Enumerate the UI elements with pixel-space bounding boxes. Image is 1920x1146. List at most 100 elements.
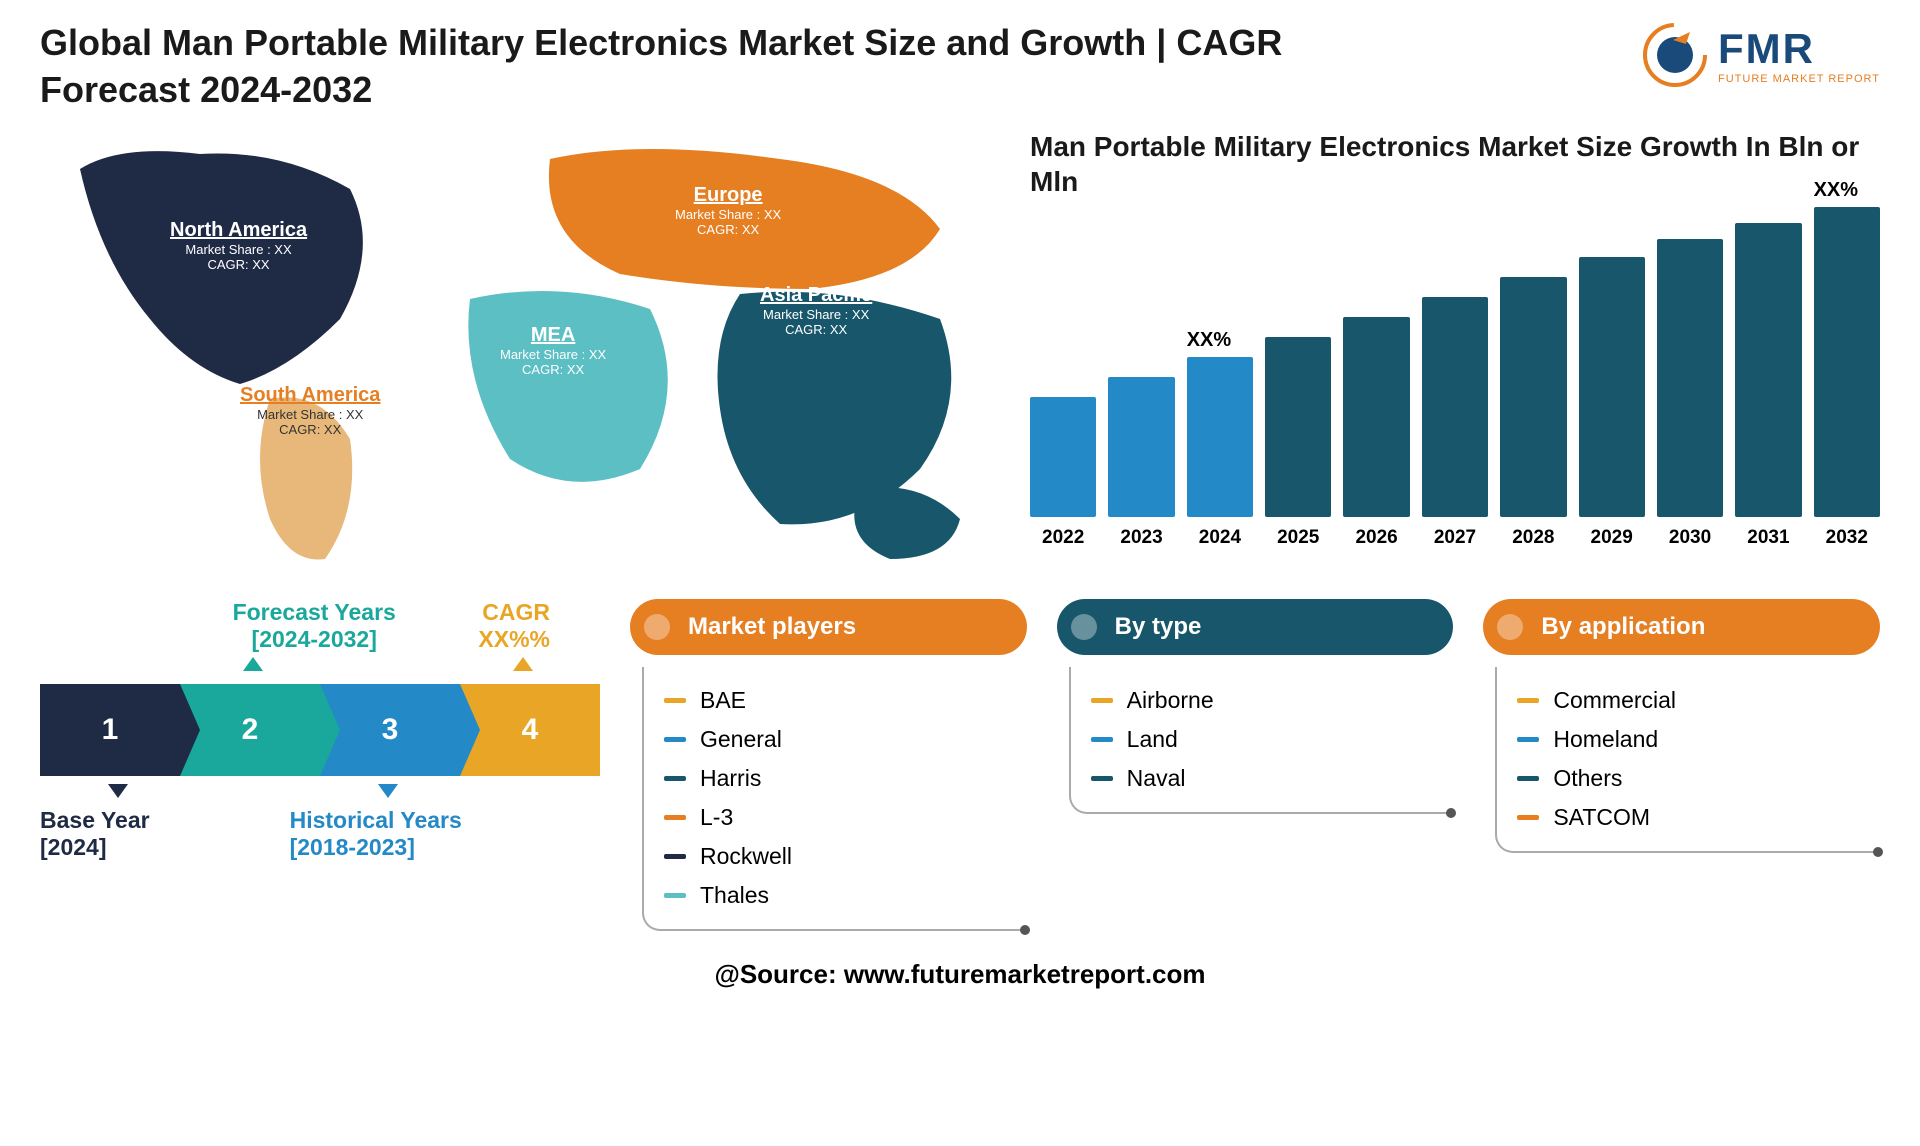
market-players-list: BAE General Harris L-3 Rockwell Thales <box>642 667 1027 931</box>
cagr-label: CAGRXX%% <box>478 599 550 653</box>
bar-label: 2028 <box>1512 527 1554 549</box>
bar <box>1343 317 1409 517</box>
list-item-label: General <box>700 726 782 753</box>
tick-icon <box>664 893 686 898</box>
by-application-pill: By application <box>1483 599 1880 655</box>
chart-title: Man Portable Military Electronics Market… <box>1030 129 1880 199</box>
bar-callout: XX% <box>1187 329 1231 352</box>
timeline: Forecast Years[2024-2032] CAGRXX%% 1 2 3… <box>40 599 600 861</box>
list-item-label: Naval <box>1127 765 1186 792</box>
region-ap-name: Asia Pacific <box>760 284 872 307</box>
list-item-label: Rockwell <box>700 843 792 870</box>
arrow-down-icon <box>108 784 128 798</box>
logo-tagline: FUTURE MARKET REPORT <box>1718 73 1880 85</box>
bar-label: 2030 <box>1669 527 1711 549</box>
list-item: Harris <box>664 759 1019 798</box>
list-item: General <box>664 720 1019 759</box>
logo: FMR FUTURE MARKET REPORT <box>1640 20 1880 90</box>
bar <box>1265 337 1331 517</box>
bar-item: 2031 <box>1735 223 1801 549</box>
bar-item: 2023 <box>1108 377 1174 549</box>
bar-item: 2025 <box>1265 337 1331 549</box>
bar-label: 2024 <box>1199 527 1241 549</box>
list-item: Naval <box>1091 759 1446 798</box>
bar <box>1657 239 1723 517</box>
region-mea-cagr: CAGR: XX <box>500 362 606 377</box>
bar-item: 2029 <box>1579 257 1645 549</box>
bar-item: XX% 2032 <box>1814 207 1880 549</box>
market-players-col: Market players BAE General Harris L-3 Rockwe… <box>630 599 1027 931</box>
list-item-label: BAE <box>700 687 746 714</box>
tick-icon <box>664 737 686 742</box>
region-eu-cagr: CAGR: XX <box>675 222 781 237</box>
tick-icon <box>1517 737 1539 742</box>
forecast-label: Forecast Years[2024-2032] <box>233 599 396 653</box>
list-item-label: Others <box>1553 765 1622 792</box>
region-ap-cagr: CAGR: XX <box>760 322 872 337</box>
tick-icon <box>664 776 686 781</box>
bar <box>1030 397 1096 517</box>
list-item: Rockwell <box>664 837 1019 876</box>
list-item: Homeland <box>1517 720 1872 759</box>
bar-item: 2030 <box>1657 239 1723 549</box>
region-na-share: Market Share : XX <box>170 242 307 257</box>
source-attribution: @Source: www.futuremarketreport.com <box>40 959 1880 990</box>
region-mea-share: Market Share : XX <box>500 347 606 362</box>
bar: XX% <box>1814 207 1880 517</box>
by-type-col: By type AirborneLandNaval <box>1057 599 1454 931</box>
list-item-label: SATCOM <box>1553 804 1650 831</box>
by-application-col: By application Commercial Homeland Others S… <box>1483 599 1880 931</box>
tick-icon <box>1091 737 1113 742</box>
bar-label: 2027 <box>1434 527 1476 549</box>
timeline-seg-4: 4 <box>460 684 600 776</box>
timeline-bar: 1 2 3 4 <box>40 684 600 776</box>
region-na-cagr: CAGR: XX <box>170 257 307 272</box>
market-players-pill: Market players <box>630 599 1027 655</box>
bar <box>1735 223 1801 517</box>
list-item-label: Commercial <box>1553 687 1676 714</box>
bar-label: 2025 <box>1277 527 1319 549</box>
bar <box>1422 297 1488 517</box>
timeline-seg-1: 1 <box>40 684 180 776</box>
tick-icon <box>664 854 686 859</box>
bar: XX% <box>1187 357 1253 517</box>
bar-label: 2026 <box>1355 527 1397 549</box>
list-item: Land <box>1091 720 1446 759</box>
by-type-list: Airborne Land Naval <box>1069 667 1454 814</box>
list-item-label: L-3 <box>700 804 733 831</box>
list-item-label: Homeland <box>1553 726 1658 753</box>
region-sa-name: South America <box>240 384 380 407</box>
timeline-seg-3: 3 <box>320 684 460 776</box>
region-sa-share: Market Share : XX <box>240 407 380 422</box>
tick-icon <box>1091 776 1113 781</box>
list-item-label: Airborne <box>1127 687 1214 714</box>
arrow-up-icon <box>513 657 533 671</box>
bar-callout: XX% <box>1814 179 1858 202</box>
region-eu-name: Europe <box>675 184 781 207</box>
list-item-label: Harris <box>700 765 761 792</box>
bar <box>1500 277 1566 517</box>
list-item: Commercial <box>1517 681 1872 720</box>
list-item: SATCOM <box>1517 798 1872 837</box>
bar-container: 20222023XX%20242025202620272028202920302… <box>1030 209 1880 549</box>
arrow-up-icon <box>243 657 263 671</box>
list-item: Airborne <box>1091 681 1446 720</box>
list-item-label: Thales <box>700 882 769 909</box>
world-map: North America Market Share : XX CAGR: XX… <box>40 129 990 569</box>
bar-item: 2027 <box>1422 297 1488 549</box>
list-item: Thales <box>664 876 1019 915</box>
growth-chart: Man Portable Military Electronics Market… <box>1030 129 1880 569</box>
bar-label: 2032 <box>1826 527 1868 549</box>
bar-label: 2022 <box>1042 527 1084 549</box>
timeline-seg-2: 2 <box>180 684 320 776</box>
historical-label: Historical Years[2018-2023] <box>290 807 462 861</box>
logo-text: FMR <box>1718 25 1880 73</box>
arrow-down-icon <box>378 784 398 798</box>
bar-item: 2026 <box>1343 317 1409 549</box>
page-title: Global Man Portable Military Electronics… <box>40 20 1440 114</box>
bar-label: 2029 <box>1591 527 1633 549</box>
region-na-name: North America <box>170 219 307 242</box>
tick-icon <box>1517 698 1539 703</box>
bar-item: XX% 2024 <box>1187 357 1253 549</box>
region-eu-share: Market Share : XX <box>675 207 781 222</box>
